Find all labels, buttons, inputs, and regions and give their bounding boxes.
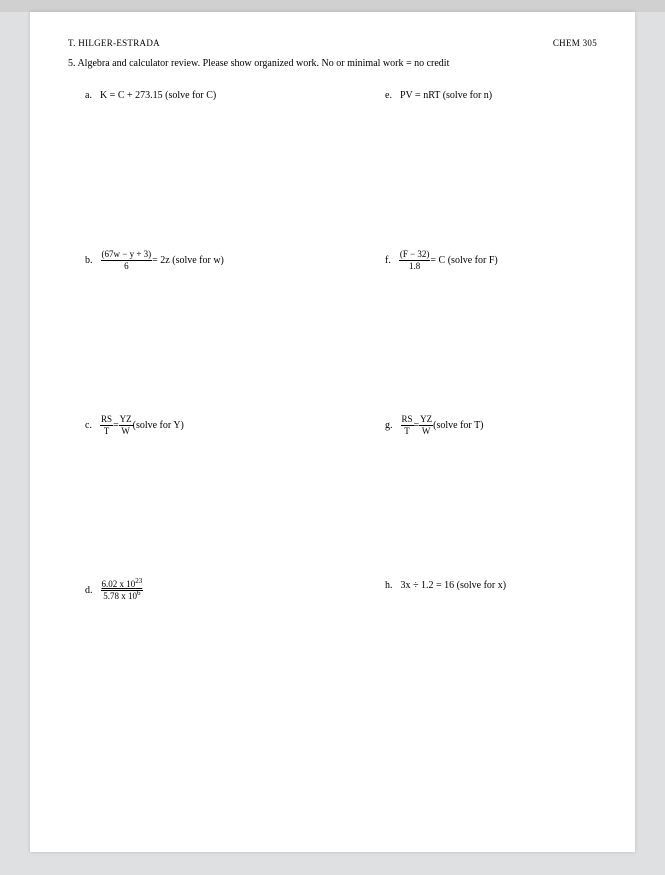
- problem-text: = C (solve for F): [430, 255, 497, 266]
- fraction-den: T: [100, 426, 113, 436]
- fraction-den: 6: [101, 261, 153, 271]
- problem-b: b. (67w − y + 3) 6 = 2z (solve for w): [85, 250, 224, 271]
- problem-text: (solve for T): [433, 420, 483, 431]
- problem-label: c.: [85, 420, 92, 431]
- problem-row-4: d. 6.02 x 1023 5.78 x 106 h. 3x ÷ 1.2 = …: [85, 580, 597, 740]
- fraction-num: RS: [100, 415, 113, 426]
- den-exp: 6: [137, 589, 141, 597]
- problem-label: g.: [385, 420, 393, 431]
- fraction-den: W: [119, 426, 133, 436]
- fraction-num: (F − 32): [399, 250, 431, 261]
- problem-row-2: b. (67w − y + 3) 6 = 2z (solve for w) f.…: [85, 250, 597, 415]
- problem-e: e. PV = nRT (solve for n): [385, 90, 492, 101]
- fraction-left: RS T: [100, 415, 113, 436]
- problem-h: h. 3x ÷ 1.2 = 16 (solve for x): [385, 580, 506, 591]
- document-page: T. HILGER-ESTRADA CHEM 305 5. Algebra an…: [30, 12, 635, 852]
- fraction-right: YZ W: [119, 415, 133, 436]
- problem-c: c. RS T = YZ W (solve for Y): [85, 415, 184, 436]
- problem-f: f. (F − 32) 1.8 = C (solve for F): [385, 250, 498, 271]
- header-author: T. HILGER-ESTRADA: [68, 38, 160, 48]
- fraction-left: RS T: [401, 415, 414, 436]
- header-course: CHEM 305: [553, 38, 597, 48]
- problem-g: g. RS T = YZ W (solve for T): [385, 415, 484, 436]
- question-instruction: 5. Algebra and calculator review. Please…: [68, 58, 449, 69]
- problem-label: e.: [385, 90, 392, 101]
- den-base: 5.78 x 10: [103, 591, 137, 601]
- fraction-den: 5.78 x 106: [101, 591, 144, 601]
- problem-label: b.: [85, 255, 93, 266]
- problem-text: PV = nRT (solve for n): [400, 90, 492, 101]
- fraction-den: 1.8: [399, 261, 431, 271]
- fraction-right: YZ W: [419, 415, 433, 436]
- fraction-den: T: [401, 426, 414, 436]
- fraction-den: W: [419, 426, 433, 436]
- fraction-num: YZ: [419, 415, 433, 426]
- top-bar: [0, 0, 665, 12]
- num-exp: 23: [135, 577, 142, 585]
- problem-row-3: c. RS T = YZ W (solve for Y) g. RS T: [85, 415, 597, 580]
- problem-label: f.: [385, 255, 391, 266]
- problem-text: = 2z (solve for w): [152, 255, 224, 266]
- problem-label: d.: [85, 585, 93, 596]
- num-base: 6.02 x 10: [102, 579, 136, 589]
- fraction: (67w − y + 3) 6: [101, 250, 153, 271]
- fraction-num: RS: [401, 415, 414, 426]
- problem-d: d. 6.02 x 1023 5.78 x 106: [85, 580, 143, 601]
- problem-label: a.: [85, 90, 92, 101]
- problems-container: a. K = C + 273.15 (solve for C) e. PV = …: [85, 90, 597, 740]
- problem-text: 3x ÷ 1.2 = 16 (solve for x): [401, 580, 507, 591]
- problem-row-1: a. K = C + 273.15 (solve for C) e. PV = …: [85, 90, 597, 250]
- problem-label: h.: [385, 580, 393, 591]
- fraction: 6.02 x 1023 5.78 x 106: [101, 580, 144, 601]
- fraction: (F − 32) 1.8: [399, 250, 431, 271]
- problem-text: (solve for Y): [133, 420, 184, 431]
- problem-a: a. K = C + 273.15 (solve for C): [85, 90, 216, 101]
- fraction-num: YZ: [119, 415, 133, 426]
- problem-text: K = C + 273.15 (solve for C): [100, 90, 216, 101]
- fraction-num: (67w − y + 3): [101, 250, 153, 261]
